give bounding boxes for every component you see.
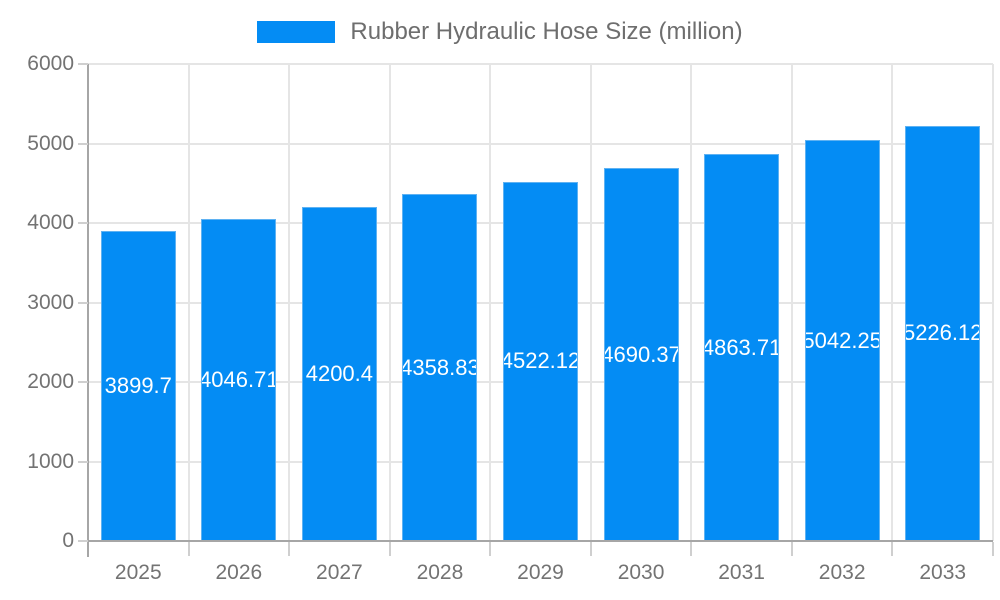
legend-color-swatch <box>257 21 336 43</box>
bar-2027[interactable]: 4200.4 <box>301 207 377 541</box>
plot-area: 3899.7 4046.71 4200.4 4358.83 4522.12 4690.37… <box>88 63 994 541</box>
y-axis-tick-label: 0 <box>62 529 74 552</box>
x-gridline <box>790 64 793 541</box>
x-axis-tick <box>589 542 592 556</box>
x-axis-line <box>88 540 993 542</box>
x-axis-category-label: 2031 <box>718 561 765 584</box>
y-axis-tick-label: 6000 <box>27 52 74 75</box>
x-axis-tick <box>690 542 693 556</box>
x-axis-category-label: 2029 <box>517 561 564 584</box>
bar-value-label: 4358.83 <box>402 354 478 380</box>
x-gridline <box>489 64 492 541</box>
x-gridline <box>187 64 190 541</box>
bar-value-label: 4200.4 <box>305 361 374 387</box>
x-axis-tick <box>388 542 391 556</box>
bar-2026[interactable]: 4046.71 <box>201 219 277 541</box>
bar-2030[interactable]: 4690.37 <box>603 168 679 541</box>
legend-item[interactable]: Rubber Hydraulic Hose Size (million) <box>0 18 1000 46</box>
x-axis-category-label: 2027 <box>316 561 363 584</box>
bar-value-label: 3899.7 <box>104 372 172 398</box>
bar-value-label: 4863.71 <box>704 334 780 360</box>
y-axis-tick <box>78 142 88 145</box>
x-axis-tick <box>891 542 894 556</box>
y-axis-tick-label: 5000 <box>27 131 74 155</box>
x-gridline <box>589 64 592 541</box>
y-axis-tick <box>78 540 88 542</box>
y-axis-tick-label: 4000 <box>27 211 74 234</box>
y-axis-tick-label: 1000 <box>27 449 74 473</box>
y-axis-tick <box>78 381 88 383</box>
bar-value-label: 5042.25 <box>804 327 880 353</box>
x-axis-tick <box>489 542 492 556</box>
x-axis-tick <box>790 542 793 556</box>
x-gridline <box>288 64 291 541</box>
x-gridline <box>992 64 994 541</box>
x-axis-category-label: 2025 <box>114 561 162 584</box>
x-axis-category-label: 2033 <box>919 561 967 584</box>
bar-value-label: 4522.12 <box>503 348 578 374</box>
x-axis-category-label: 2030 <box>617 561 665 584</box>
bar-2028[interactable]: 4358.83 <box>402 194 478 541</box>
bar-value-label: 4690.37 <box>603 341 679 367</box>
y-axis-tick <box>78 63 88 65</box>
x-axis-category-label: 2028 <box>416 561 464 584</box>
x-axis-category-label: 2032 <box>818 561 866 584</box>
x-axis-tick <box>288 542 291 556</box>
legend-label: Rubber Hydraulic Hose Size (million) <box>350 18 743 45</box>
x-axis-category-label: 2026 <box>215 561 263 584</box>
bar-2033[interactable]: 5226.12 <box>905 125 981 541</box>
y-gridline <box>88 63 993 65</box>
y-gridline <box>88 142 993 145</box>
bar-2025[interactable]: 3899.7 <box>100 230 176 541</box>
bar-value-label: 5226.12 <box>905 320 981 346</box>
y-axis-tick <box>78 301 88 304</box>
y-axis-tick-label: 2000 <box>27 370 74 393</box>
y-axis-tick <box>78 222 88 224</box>
x-gridline <box>690 64 693 541</box>
x-axis-tick <box>992 542 994 556</box>
bar-2031[interactable]: 4863.71 <box>704 154 780 541</box>
x-gridline <box>891 64 894 541</box>
y-axis-tick <box>78 460 88 463</box>
y-axis-tick-label: 3000 <box>27 290 74 314</box>
x-axis-tick <box>187 542 190 556</box>
bar-2032[interactable]: 5042.25 <box>804 140 880 541</box>
x-gridline <box>388 64 391 541</box>
y-axis-line <box>87 64 89 557</box>
bar-value-label: 4046.71 <box>201 367 277 393</box>
bar-2029[interactable]: 4522.12 <box>503 181 578 541</box>
